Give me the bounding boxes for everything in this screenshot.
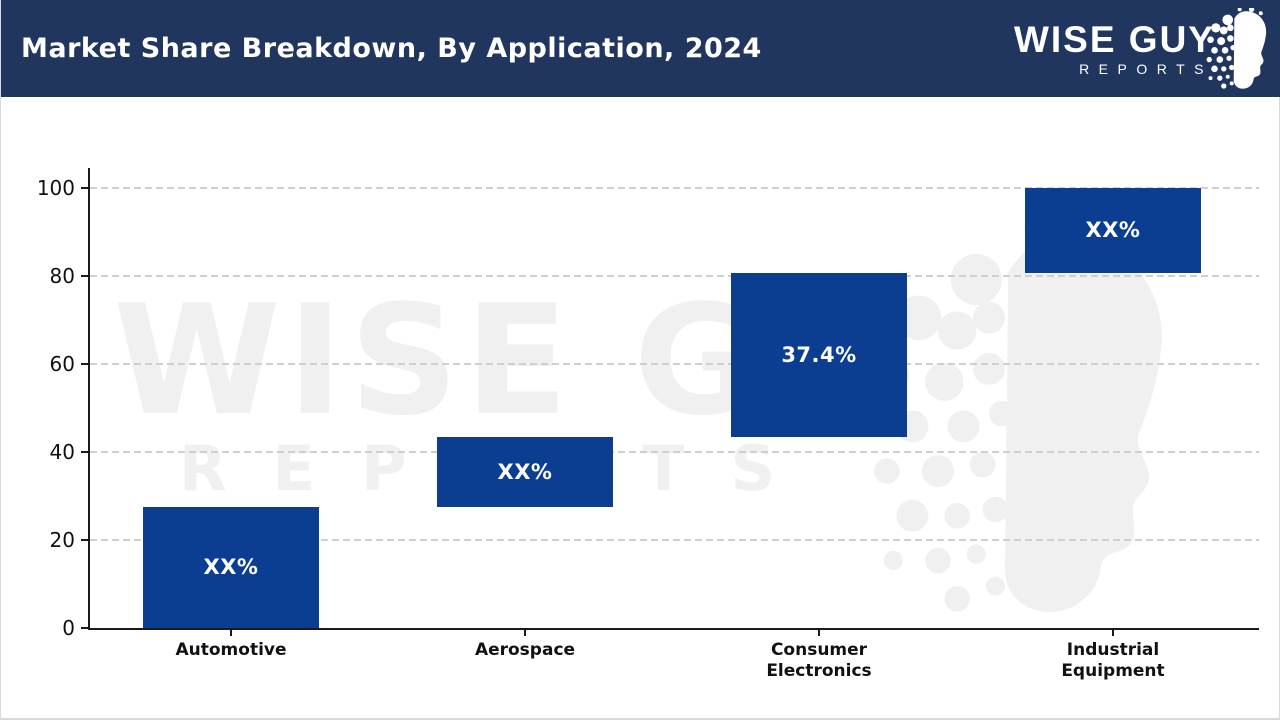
x-tick-0 xyxy=(230,628,232,636)
bar-value-label: XX% xyxy=(497,460,553,484)
y-tick-label-60: 60 xyxy=(49,352,75,376)
bar-value-label: 37.4% xyxy=(781,343,857,368)
wise-guy-reports-logo: WISE GUY REPORTS xyxy=(1014,8,1273,90)
x-category-label: Consumer Electronics xyxy=(766,640,872,682)
dotted-head-icon xyxy=(1206,8,1267,89)
gridline-20 xyxy=(90,539,1259,541)
gridline-60 xyxy=(90,363,1259,365)
header-bar: Market Share Breakdown, By Application, … xyxy=(1,0,1280,97)
bar-value-label: XX% xyxy=(1085,218,1141,243)
x-tick-3 xyxy=(1112,628,1114,636)
y-tick-80 xyxy=(81,275,90,277)
logo-line2: REPORTS xyxy=(1079,61,1213,78)
y-tick-0 xyxy=(81,627,90,629)
x-category-label: Aerospace xyxy=(474,640,576,660)
y-tick-label-20: 20 xyxy=(49,528,75,552)
y-tick-40 xyxy=(81,451,90,453)
y-tick-20 xyxy=(81,539,90,541)
bar-automotive: XX% xyxy=(143,506,319,628)
x-tick-2 xyxy=(818,628,820,636)
y-tick-60 xyxy=(81,363,90,365)
bar-industrial-equipment: XX% xyxy=(1025,188,1201,273)
chart-title: Market Share Breakdown, By Application, … xyxy=(21,33,762,64)
x-axis-line xyxy=(88,628,1259,630)
bar-consumer-electronics: 37.4% xyxy=(731,272,907,438)
logo-line1: WISE GUY xyxy=(1013,18,1215,60)
gridline-80 xyxy=(90,275,1259,277)
logo-wordmark: WISE GUY REPORTS xyxy=(1013,18,1215,78)
y-tick-100 xyxy=(81,187,90,189)
y-tick-label-40: 40 xyxy=(49,440,75,464)
gridline-40 xyxy=(90,451,1259,453)
bar-value-label: XX% xyxy=(203,555,259,580)
y-tick-label-80: 80 xyxy=(49,264,75,288)
y-tick-label-0: 0 xyxy=(62,616,75,640)
x-category-label: Industrial Equipment xyxy=(1061,640,1165,682)
y-axis-line xyxy=(88,168,90,630)
bar-aerospace: XX% xyxy=(437,437,613,507)
x-tick-1 xyxy=(524,628,526,636)
y-tick-label-100: 100 xyxy=(36,176,75,200)
x-category-label: Automotive xyxy=(175,640,287,660)
gridline-100 xyxy=(90,187,1259,189)
